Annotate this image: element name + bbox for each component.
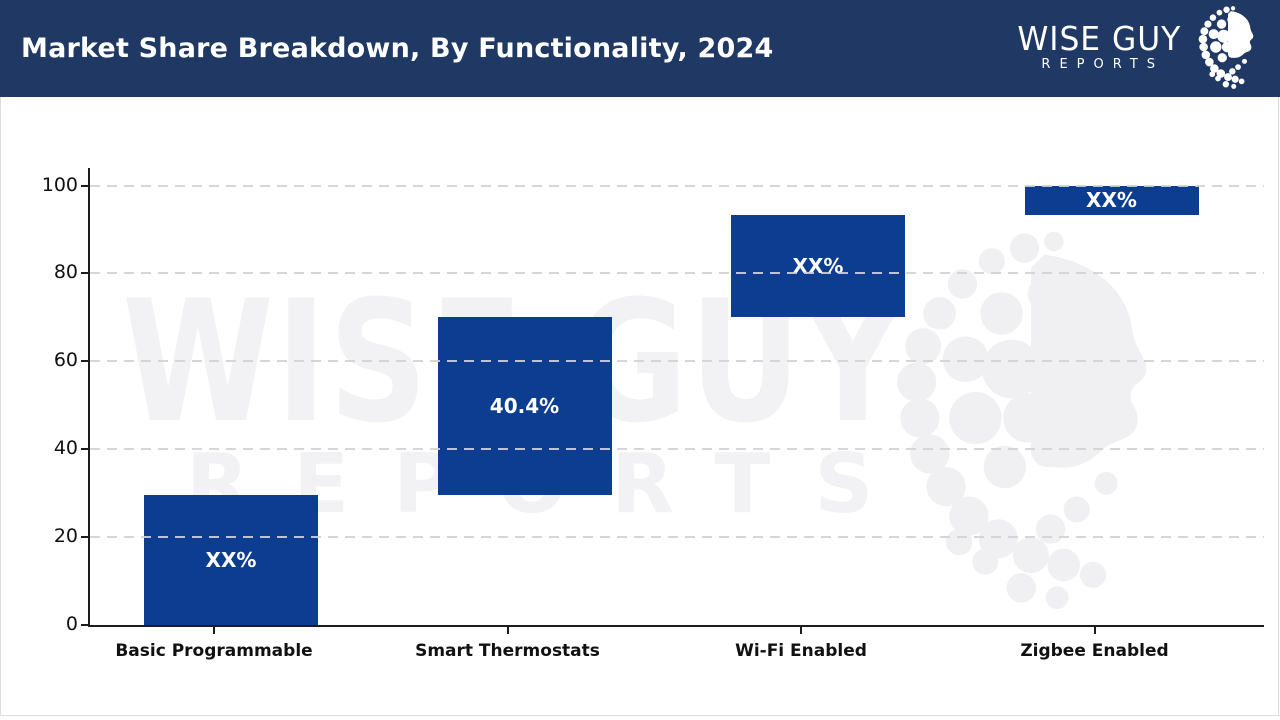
y-gridline [90, 360, 1264, 363]
bar-segment: XX% [1024, 185, 1199, 216]
y-gridline [90, 184, 1264, 187]
y-gridline [90, 272, 1264, 275]
y-gridline [90, 448, 1264, 451]
x-category-label: Wi-Fi Enabled [735, 641, 867, 661]
y-tick-label: 100 [41, 173, 78, 196]
header-band: Market Share Breakdown, By Functionality… [0, 0, 1280, 97]
x-category-label: Zigbee Enabled [1020, 641, 1169, 661]
bar-value-label: 40.4% [489, 394, 560, 419]
bar-segment: 40.4% [437, 317, 612, 495]
page-edge-bottom [0, 715, 1280, 716]
y-gridline [90, 536, 1264, 539]
y-tick-mark [81, 624, 88, 626]
logo-text: WISE GUY REPORTS [1013, 18, 1186, 73]
bar-value-label: XX% [792, 254, 844, 279]
y-tick-mark [81, 536, 88, 539]
bar-segment: XX% [731, 215, 905, 318]
y-tick-label: 80 [53, 261, 78, 284]
y-tick-label: 20 [53, 525, 78, 548]
logo-subtitle: REPORTS [1041, 57, 1165, 73]
x-category-label: Basic Programmable [115, 641, 313, 661]
y-tick-mark [81, 272, 88, 275]
y-tick-mark [81, 184, 88, 187]
bar-segment: XX% [144, 494, 318, 625]
y-tick-label: 60 [53, 349, 78, 372]
x-tick-mark [800, 627, 802, 634]
logo-head-icon [1190, 4, 1266, 90]
x-category-label: Smart Thermostats [415, 641, 600, 661]
y-tick-mark [81, 448, 88, 451]
y-tick-mark [81, 360, 88, 363]
page-title: Market Share Breakdown, By Functionality… [21, 33, 774, 64]
wise-guy-reports-logo: WISE GUY REPORTS [1013, 4, 1266, 90]
x-tick-mark [213, 627, 215, 634]
x-tick-mark [506, 627, 509, 634]
logo-wordmark: WISE GUY [1017, 18, 1182, 58]
x-tick-mark [1093, 627, 1096, 634]
y-tick-label: 40 [53, 437, 78, 460]
bar-value-label: XX% [1086, 188, 1137, 213]
page-edge-right [1278, 97, 1279, 716]
bar-value-label: XX% [205, 547, 257, 572]
chart-plot-area: 0 20 40 60 80 100 XX% 40.4% XX% XX% Basic Programm… [42, 168, 1264, 661]
page-edge-left [0, 97, 1, 716]
y-tick-label: 0 [65, 613, 78, 635]
